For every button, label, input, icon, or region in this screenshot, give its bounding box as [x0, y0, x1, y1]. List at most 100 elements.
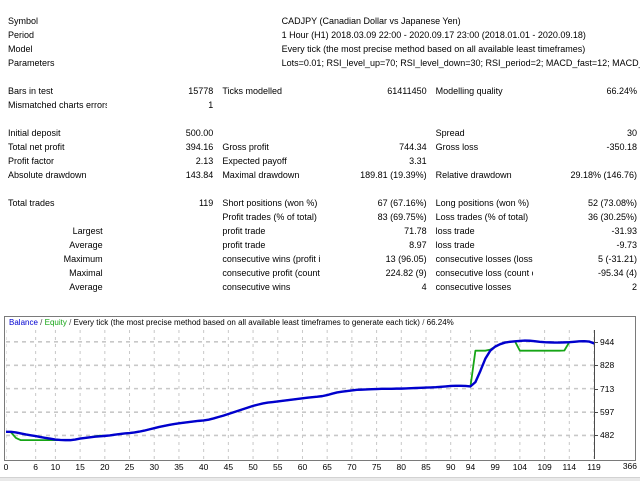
stat-value: -350.18 [606, 142, 637, 152]
stat-value [107, 210, 214, 224]
x-axis-tick-label: 45 [223, 462, 234, 472]
stat-value: 67 (67.16%) [377, 198, 427, 208]
strategy-tester-report: Symbol CADJPY (Canadian Dollar vs Japane… [0, 0, 640, 294]
spacer-row [0, 182, 640, 196]
legend-balance-label: Balance [9, 318, 38, 327]
x-axis-tick-label: 55 [273, 462, 283, 472]
chart-y-axis: 944 828 713 597 482 [594, 330, 635, 459]
stat-label [427, 98, 534, 112]
stat-label: Initial deposit [8, 128, 61, 138]
stat-label: consecutive wins [222, 282, 291, 292]
y-axis-tick-mark [595, 341, 598, 343]
chart-series-equity [6, 341, 594, 440]
chart-gridlines [6, 330, 594, 459]
header-label-model: Model [8, 44, 33, 54]
stat-value: 61411450 [387, 86, 427, 96]
stat-value: 1 [208, 100, 214, 110]
table-row: Absolute drawdown 143.84 Maximal drawdow… [0, 168, 640, 182]
stat-value: -95.34 (4) [597, 268, 637, 278]
y-axis-tick-label: 713 [600, 383, 615, 394]
stat-value: 500.00 [185, 128, 214, 138]
footer-strip [0, 477, 640, 481]
header-value-symbol: CADJPY (Canadian Dollar vs Japanese Yen) [281, 16, 461, 26]
stat-label: profit trade [222, 240, 266, 250]
legend-description: Every tick (the most precise method base… [73, 318, 420, 327]
table-row: Maximal consecutive profit (count of win… [0, 266, 640, 280]
x-axis-tick-label: 90 [445, 462, 456, 472]
chart-x-axis: 0 6 10 15 20 25 30 35 40 45 50 55 60 65 70 75 80 85 90 94 99… [4, 461, 636, 475]
x-axis-tick-label: 109 [537, 462, 552, 472]
stat-label [213, 98, 320, 112]
table-row: Average profit trade 8.97 loss trade -9.… [0, 238, 640, 252]
table-row: Bars in test 15778 Ticks modelled 614114… [0, 84, 640, 98]
x-axis-tick-label: 15 [75, 462, 85, 472]
stat-label: Largest [72, 226, 103, 236]
stat-value [533, 98, 640, 112]
stat-label: Average [69, 240, 103, 250]
spacer-row [0, 112, 640, 126]
x-axis-tick-label: 30 [149, 462, 159, 472]
stat-value: 2.13 [195, 156, 214, 166]
stat-value: 224.82 (9) [385, 268, 427, 278]
x-axis-tick-label: 6 [33, 462, 39, 472]
table-row: Total trades 119 Short positions (won %)… [0, 196, 640, 210]
stat-value [533, 154, 640, 168]
x-axis-tick-label: 114 [562, 462, 577, 472]
x-axis-tick-label: 20 [100, 462, 110, 472]
stat-value: 15778 [188, 86, 214, 96]
stat-label: Maximal [69, 268, 103, 278]
y-axis-tick-label: 597 [600, 407, 615, 418]
balance-equity-chart: Balance / Equity / Every tick (the most … [0, 314, 640, 481]
header-label-period: Period [8, 30, 35, 40]
stat-label: Total trades [8, 198, 55, 208]
stat-label: Gross loss [435, 142, 479, 152]
y-axis-tick-mark [595, 412, 598, 414]
stat-label: Profit factor [8, 156, 55, 166]
y-axis-tick-mark [595, 365, 598, 367]
header-value-model: Every tick (the most precise method base… [281, 44, 586, 54]
stat-value: 8.97 [409, 240, 427, 250]
stat-label: Ticks modelled [222, 86, 282, 96]
stat-label: Maximal drawdown [222, 170, 300, 180]
spacer-row [0, 0, 640, 14]
stat-label: Mismatched charts errors [8, 100, 107, 110]
x-axis-tick-label: 85 [421, 462, 431, 472]
header-label-parameters: Parameters [8, 58, 55, 68]
x-axis-tick-label: 99 [490, 462, 500, 472]
stat-label: Spread [435, 128, 465, 138]
table-row: Largest profit trade 71.78 loss trade -3… [0, 224, 640, 238]
legend-separator: / [422, 318, 425, 327]
header-value-period: 1 Hour (H1) 2018.03.09 22:00 - 2020.09.1… [281, 30, 586, 40]
stat-value: 143.84 [185, 170, 214, 180]
stat-label: consecutive loss (count of losses) [435, 268, 534, 278]
stat-label: Total net profit [8, 142, 65, 152]
stat-label: consecutive losses [435, 282, 512, 292]
stat-value: 189.81 (19.39%) [360, 170, 427, 180]
stat-label [427, 154, 534, 168]
x-axis-tick-label: 119 [587, 462, 601, 472]
x-axis-tick-label: 94 [465, 462, 476, 472]
stat-value [107, 252, 214, 266]
legend-separator: / [69, 318, 72, 327]
chart-frame: Balance / Equity / Every tick (the most … [4, 316, 636, 461]
stat-label: Maximum [63, 254, 103, 264]
header-row-symbol: Symbol CADJPY (Canadian Dollar vs Japane… [0, 14, 640, 28]
y-axis-tick-label: 944 [600, 336, 615, 347]
stat-label: Bars in test [8, 86, 54, 96]
stat-value: 71.78 [404, 226, 427, 236]
table-row: Profit factor 2.13 Expected payoff 3.31 [0, 154, 640, 168]
table-row: Mismatched charts errors 1 [0, 98, 640, 112]
stat-label: Gross profit [222, 142, 269, 152]
x-axis-tick-label: 25 [124, 462, 135, 472]
stat-value: 66.24% [606, 86, 637, 96]
stat-value: 5 (-31.21) [597, 254, 637, 264]
chart-plot-area [6, 330, 594, 459]
y-axis-tick-mark [595, 388, 598, 390]
stat-value [107, 280, 214, 294]
table-row: Profit trades (% of total) 83 (69.75%) L… [0, 210, 640, 224]
table-row: Average consecutive wins 4 consecutive l… [0, 280, 640, 294]
x-axis-tick-label: 0 [3, 462, 9, 472]
stat-value: 29.18% (146.76) [570, 170, 637, 180]
y-axis-tick-label: 828 [600, 360, 615, 371]
x-axis-tick-label: 75 [371, 462, 382, 472]
